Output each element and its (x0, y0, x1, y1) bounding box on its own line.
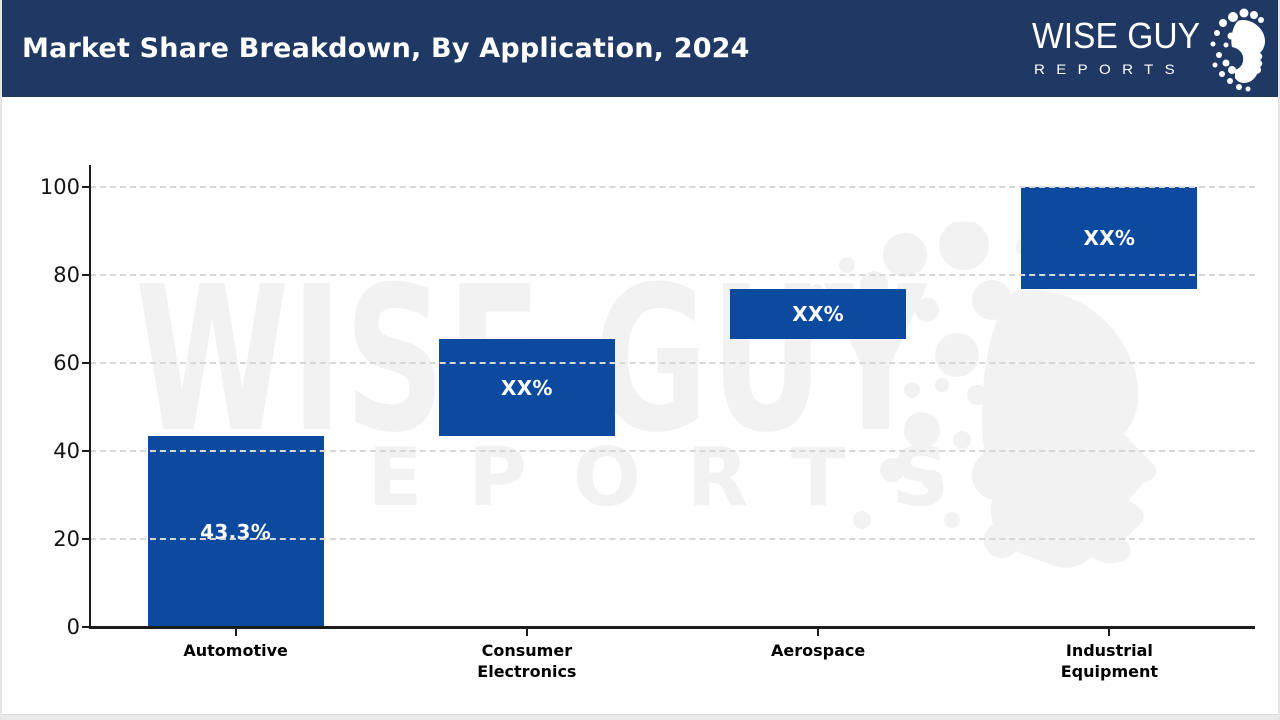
wise-guy-reports-logo: WISE GUY REPORTS (1032, 8, 1265, 92)
gridline (90, 537, 1255, 540)
header: Market Share Breakdown, By Application, … (2, 0, 1278, 97)
x-tick-mark (817, 629, 820, 636)
waterfall-bar: XX% (1021, 186, 1198, 289)
y-tick-label: 100 (39, 174, 80, 199)
bar-value-label: XX% (1083, 225, 1136, 250)
gridline (90, 273, 1255, 276)
x-category-label: Aerospace (771, 641, 866, 660)
x-category-label: Consumer Electronics (477, 641, 577, 681)
y-tick-label: 40 (53, 438, 80, 463)
y-tick-mark (82, 273, 89, 276)
x-tick-mark (234, 629, 237, 636)
y-tick-label: 0 (66, 615, 80, 639)
y-tick-label: 60 (53, 350, 80, 375)
y-tick-mark (82, 626, 89, 628)
x-tick-mark (525, 629, 528, 636)
x-tick-mark (1108, 629, 1111, 636)
bar-value-label: 43.3% (200, 519, 272, 544)
y-tick-label: 80 (53, 262, 80, 287)
x-axis-line (89, 626, 1255, 629)
page-title: Market Share Breakdown, By Application, … (22, 33, 750, 64)
logo-line2: REPORTS (1034, 61, 1186, 77)
y-tick-mark (82, 185, 89, 188)
y-tick-mark (82, 537, 89, 540)
waterfall-bar: XX% (438, 339, 615, 437)
waterfall-bar: 43.3% (147, 436, 324, 627)
y-tick-label: 20 (53, 526, 80, 551)
waterfall-bar: XX% (730, 288, 907, 340)
y-axis-line (89, 165, 91, 629)
wiseguy-head-icon (1210, 8, 1265, 92)
x-category-label: Industrial Equipment (1060, 641, 1159, 681)
logo-line1: WISE GUY (1032, 15, 1200, 56)
y-tick-mark (82, 449, 89, 452)
gridline (90, 185, 1255, 188)
bar-value-label: XX% (792, 302, 845, 327)
y-tick-mark (82, 361, 89, 364)
x-category-label: Automotive (183, 641, 288, 660)
bottom-border (2, 714, 1278, 720)
gridline (90, 361, 1255, 364)
gridline (90, 449, 1255, 452)
bar-value-label: XX% (500, 375, 553, 400)
